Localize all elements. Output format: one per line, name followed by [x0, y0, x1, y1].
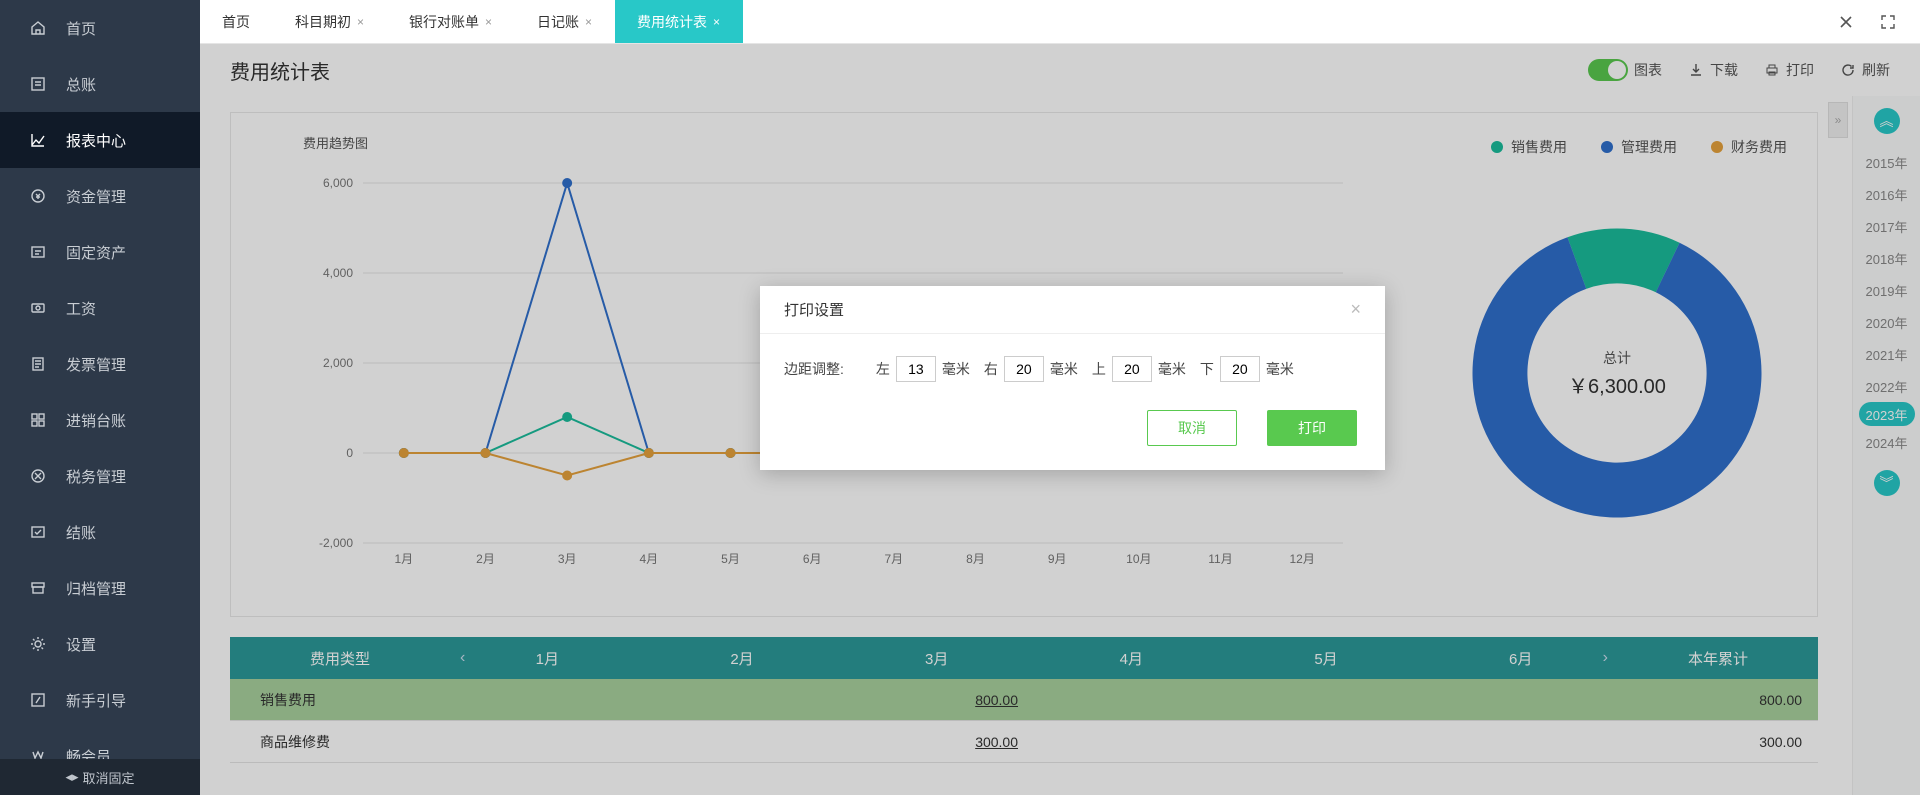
sidebar-item-label: 总账 — [66, 74, 96, 95]
modal-title: 打印设置 — [784, 299, 844, 320]
gear-icon — [28, 634, 48, 654]
modal-close-button[interactable]: × — [1350, 299, 1361, 320]
tab-label: 银行对账单 — [409, 12, 479, 32]
margin-top-unit: 毫米 — [1158, 359, 1186, 379]
sidebar-item-label: 设置 — [66, 634, 96, 655]
topbar: 首页 科目期初 × 银行对账单 × 日记账 × 费用统计表 × — [200, 0, 1920, 44]
tab-close-icon[interactable]: × — [357, 15, 364, 29]
sidebar-item-label: 首页 — [66, 18, 96, 39]
salary-icon — [28, 298, 48, 318]
sidebar: 首页总账报表中心资金管理固定资产工资发票管理进销台账税务管理结账归档管理设置新手… — [0, 0, 200, 795]
sidebar-item-0[interactable]: 首页 — [0, 0, 200, 56]
sidebar-item-label: 固定资产 — [66, 242, 126, 263]
sidebar-item-label: 结账 — [66, 522, 96, 543]
tab-label: 科目期初 — [295, 12, 351, 32]
tab-label: 费用统计表 — [637, 12, 707, 32]
sidebar-item-label: 工资 — [66, 298, 96, 319]
sidebar-item-label: 归档管理 — [66, 578, 126, 599]
tab-1[interactable]: 科目期初 × — [273, 0, 387, 43]
sidebar-item-label: 进销台账 — [66, 410, 126, 431]
sidebar-item-label: 发票管理 — [66, 354, 126, 375]
confirm-print-button[interactable]: 打印 — [1267, 410, 1357, 446]
tab-4[interactable]: 费用统计表 × — [615, 0, 743, 43]
sidebar-item-1[interactable]: 总账 — [0, 56, 200, 112]
tab-close-icon[interactable]: × — [485, 15, 492, 29]
print-settings-modal: 打印设置 × 边距调整: 左 毫米 右 毫米 上 毫米 下 毫米 取消 打印 — [760, 286, 1385, 470]
guide-icon — [28, 690, 48, 710]
ledger-icon — [28, 74, 48, 94]
tab-2[interactable]: 银行对账单 × — [387, 0, 515, 43]
home-icon — [28, 18, 48, 38]
close-icon — [28, 522, 48, 542]
sidebar-item-11[interactable]: 设置 — [0, 616, 200, 672]
tab-close-icon[interactable]: × — [585, 15, 592, 29]
sidebar-item-6[interactable]: 发票管理 — [0, 336, 200, 392]
tab-3[interactable]: 日记账 × — [515, 0, 615, 43]
margin-top-label: 上 — [1092, 359, 1106, 379]
invoice-icon — [28, 354, 48, 374]
margin-bottom-label: 下 — [1200, 359, 1214, 379]
sidebar-item-10[interactable]: 归档管理 — [0, 560, 200, 616]
margin-left-unit: 毫米 — [942, 359, 970, 379]
margin-label: 边距调整: — [784, 359, 844, 379]
sidebar-unpin-button[interactable]: ◂▸取消固定 — [0, 759, 200, 795]
margin-bottom-input[interactable] — [1220, 356, 1260, 382]
sidebar-item-label: 资金管理 — [66, 186, 126, 207]
sidebar-item-5[interactable]: 工资 — [0, 280, 200, 336]
money-icon — [28, 186, 48, 206]
tax-icon — [28, 466, 48, 486]
sidebar-item-9[interactable]: 结账 — [0, 504, 200, 560]
stock-icon — [28, 410, 48, 430]
tab-0[interactable]: 首页 — [200, 0, 273, 43]
margin-right-input[interactable] — [1004, 356, 1044, 382]
margin-top-input[interactable] — [1112, 356, 1152, 382]
chart-icon — [28, 130, 48, 150]
sidebar-item-3[interactable]: 资金管理 — [0, 168, 200, 224]
archive-icon — [28, 578, 48, 598]
sidebar-item-8[interactable]: 税务管理 — [0, 448, 200, 504]
sidebar-item-label: 新手引导 — [66, 690, 126, 711]
tab-close-icon[interactable]: × — [713, 15, 720, 29]
tab-label: 首页 — [222, 12, 250, 32]
tab-label: 日记账 — [537, 12, 579, 32]
asset-icon — [28, 242, 48, 262]
unpin-icon: ◂▸ — [65, 769, 78, 785]
close-icon[interactable] — [1834, 10, 1858, 34]
margin-right-unit: 毫米 — [1050, 359, 1078, 379]
sidebar-item-12[interactable]: 新手引导 — [0, 672, 200, 728]
sidebar-item-2[interactable]: 报表中心 — [0, 112, 200, 168]
margin-right-label: 右 — [984, 359, 998, 379]
sidebar-item-label: 税务管理 — [66, 466, 126, 487]
margin-left-input[interactable] — [896, 356, 936, 382]
fullscreen-icon[interactable] — [1876, 10, 1900, 34]
sidebar-item-label: 报表中心 — [66, 130, 126, 151]
cancel-button[interactable]: 取消 — [1147, 410, 1237, 446]
sidebar-item-4[interactable]: 固定资产 — [0, 224, 200, 280]
margin-bottom-unit: 毫米 — [1266, 359, 1294, 379]
sidebar-item-7[interactable]: 进销台账 — [0, 392, 200, 448]
margin-left-label: 左 — [876, 359, 890, 379]
